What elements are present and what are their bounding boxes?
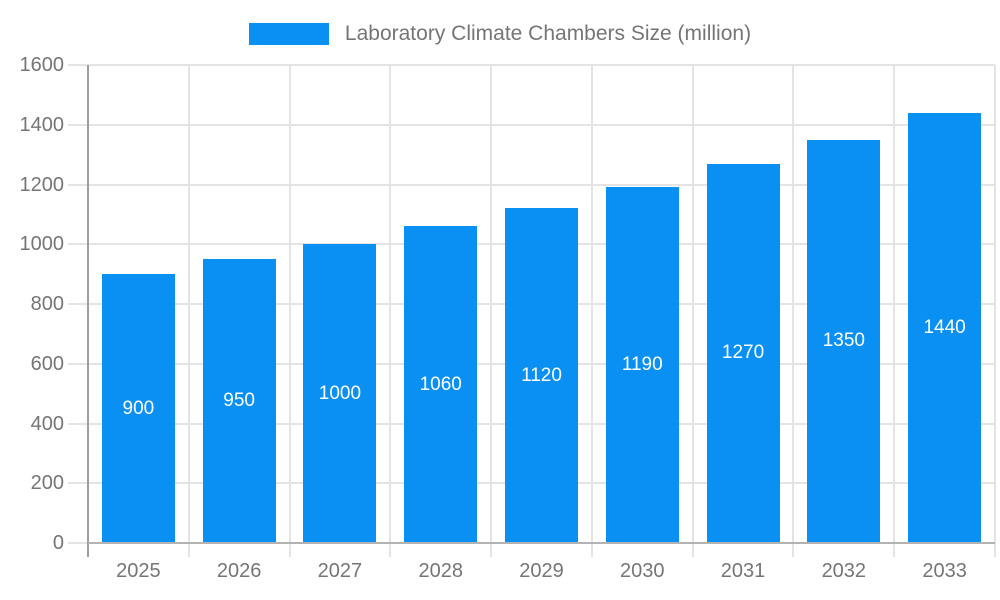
bar-value-label: 1270 <box>721 342 765 364</box>
v-gridline <box>490 65 493 543</box>
y-axis-tick <box>68 123 88 126</box>
bar <box>101 274 175 543</box>
chart-legend: Laboratory Climate Chambers Size (millio… <box>0 20 1000 48</box>
x-axis-line <box>88 542 995 544</box>
x-axis-tick <box>792 543 795 557</box>
y-tick-label: 600 <box>30 352 64 375</box>
x-axis-tick <box>389 543 392 557</box>
v-gridline <box>792 65 795 543</box>
x-tick-label: 2032 <box>821 560 867 582</box>
x-axis-tick <box>187 543 190 557</box>
bar <box>202 259 276 543</box>
x-axis-tick <box>490 543 493 557</box>
x-tick-label: 2029 <box>519 560 564 582</box>
x-tick-label: 2033 <box>922 560 967 582</box>
y-tick-label: 1200 <box>19 173 65 196</box>
x-axis-tick <box>691 543 694 557</box>
bar-value-label: 1000 <box>318 382 362 404</box>
y-tick-label: 200 <box>30 472 64 495</box>
bar <box>706 163 780 543</box>
h-gridline <box>88 64 995 66</box>
y-axis-tick <box>68 243 88 246</box>
x-axis-tick <box>288 543 291 557</box>
v-gridline <box>590 65 593 543</box>
x-axis-tick <box>893 543 896 557</box>
y-axis-tick <box>68 64 88 66</box>
bar <box>605 187 679 543</box>
y-tick-label: 1400 <box>19 113 65 136</box>
v-gridline <box>994 65 996 543</box>
x-tick-label: 2026 <box>216 560 262 582</box>
y-tick-label: 1600 <box>19 54 65 76</box>
h-gridline <box>88 183 995 186</box>
bar-value-label: 1440 <box>923 316 966 338</box>
legend-swatch-icon <box>248 23 329 45</box>
x-axis-tick <box>590 543 593 557</box>
y-axis-tick <box>68 542 88 544</box>
y-axis-tick <box>68 482 88 485</box>
bar <box>404 226 478 543</box>
y-axis-tick <box>68 422 88 425</box>
bar <box>505 208 578 543</box>
y-axis-tick <box>68 362 88 365</box>
x-tick-label: 2027 <box>317 560 363 582</box>
v-gridline <box>691 65 694 543</box>
y-tick-label: 800 <box>30 293 64 315</box>
bar-value-label: 1350 <box>822 330 865 352</box>
y-axis-tick <box>68 183 88 186</box>
y-tick-label: 0 <box>52 532 64 554</box>
x-tick-label: 2028 <box>418 560 463 582</box>
bar-value-label: 1190 <box>621 354 663 376</box>
y-tick-label: 400 <box>30 412 64 435</box>
y-axis-tick <box>68 303 88 305</box>
v-gridline <box>187 65 190 543</box>
bar-value-label: 1060 <box>419 373 462 395</box>
x-axis-tick <box>994 543 996 557</box>
y-tick-label: 1000 <box>19 233 65 256</box>
v-gridline <box>288 65 291 543</box>
bar <box>908 112 982 543</box>
bar-value-label: 950 <box>223 390 255 412</box>
h-gridline <box>88 123 995 126</box>
y-axis-line <box>87 65 89 557</box>
v-gridline <box>389 65 392 543</box>
bar-value-label: 1120 <box>521 364 562 386</box>
v-gridline <box>893 65 896 543</box>
legend-label: Laboratory Climate Chambers Size (millio… <box>344 22 752 45</box>
x-tick-label: 2030 <box>620 560 665 582</box>
x-tick-label: 2025 <box>116 560 161 582</box>
bar-value-label: 900 <box>122 397 155 419</box>
bar <box>807 139 881 543</box>
x-tick-label: 2031 <box>720 560 766 582</box>
bar <box>303 244 377 543</box>
